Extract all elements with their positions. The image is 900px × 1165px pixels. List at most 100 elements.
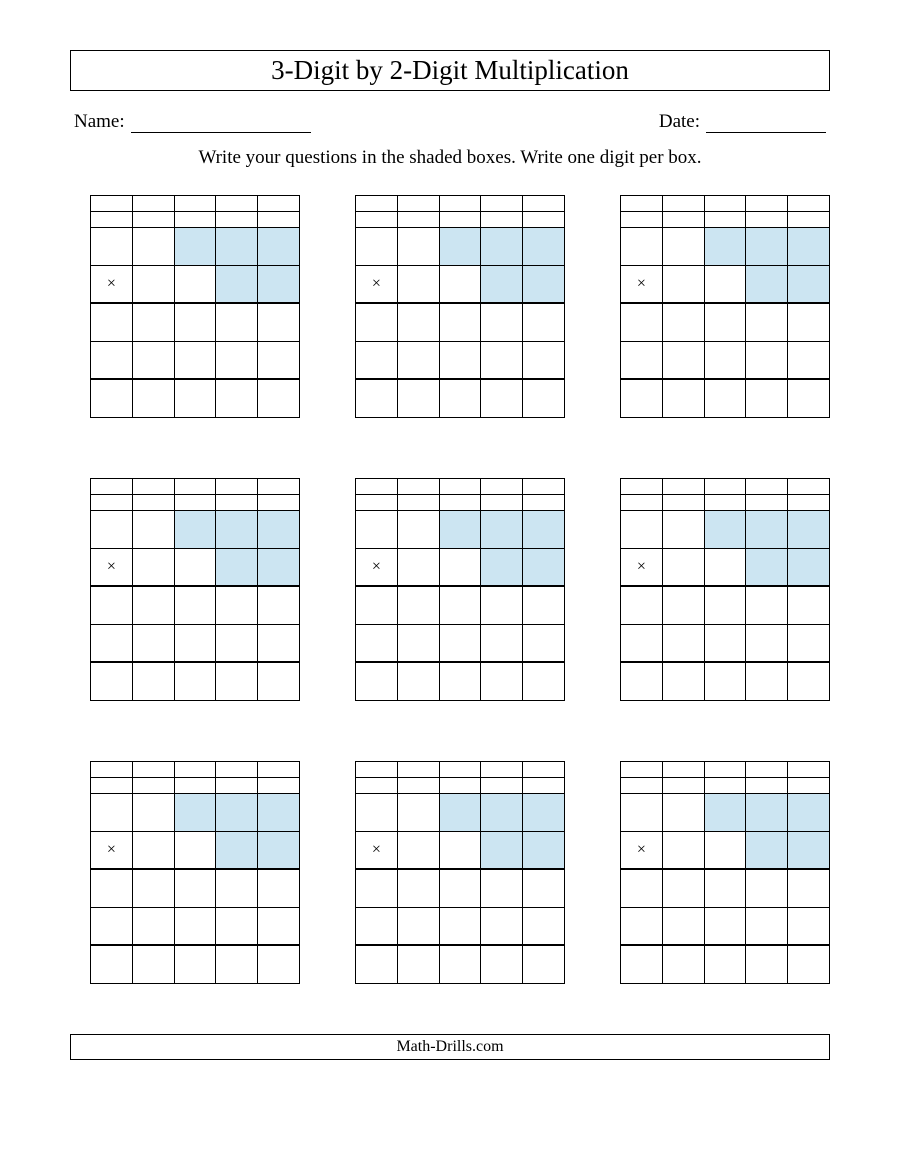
multiplication-grid: × bbox=[620, 478, 830, 701]
name-label: Name: bbox=[74, 111, 125, 133]
shaded-cell[interactable] bbox=[440, 228, 482, 266]
shaded-cell[interactable] bbox=[746, 228, 788, 266]
shaded-cell[interactable] bbox=[746, 266, 788, 304]
grid-cell bbox=[481, 304, 523, 342]
grid-cell bbox=[133, 794, 175, 832]
shaded-cell[interactable] bbox=[705, 228, 747, 266]
grid-cell bbox=[133, 342, 175, 380]
shaded-cell[interactable] bbox=[523, 832, 565, 870]
shaded-cell[interactable] bbox=[705, 794, 747, 832]
shaded-cell[interactable] bbox=[258, 266, 300, 304]
grid-cell bbox=[663, 196, 705, 212]
grid-cell bbox=[91, 778, 133, 794]
grid-cell bbox=[746, 212, 788, 228]
shaded-cell[interactable] bbox=[523, 794, 565, 832]
grid-cell bbox=[356, 762, 398, 778]
shaded-cell[interactable] bbox=[746, 549, 788, 587]
shaded-cell[interactable] bbox=[481, 228, 523, 266]
shaded-cell[interactable] bbox=[788, 832, 830, 870]
shaded-cell[interactable] bbox=[481, 266, 523, 304]
shaded-cell[interactable] bbox=[216, 511, 258, 549]
grid-cell bbox=[133, 549, 175, 587]
shaded-cell[interactable] bbox=[788, 228, 830, 266]
shaded-cell[interactable] bbox=[258, 832, 300, 870]
grid-cell bbox=[356, 495, 398, 511]
grid-cell bbox=[746, 762, 788, 778]
shaded-cell[interactable] bbox=[788, 794, 830, 832]
shaded-cell[interactable] bbox=[216, 228, 258, 266]
shaded-cell[interactable] bbox=[175, 228, 217, 266]
shaded-cell[interactable] bbox=[481, 549, 523, 587]
shaded-cell[interactable] bbox=[746, 511, 788, 549]
shaded-cell[interactable] bbox=[788, 511, 830, 549]
grid-cell bbox=[398, 794, 440, 832]
shaded-cell[interactable] bbox=[216, 794, 258, 832]
shaded-cell[interactable] bbox=[258, 228, 300, 266]
grid-cell bbox=[175, 625, 217, 663]
shaded-cell[interactable] bbox=[523, 511, 565, 549]
multiplication-grid: × bbox=[90, 761, 300, 984]
grid-cell bbox=[175, 832, 217, 870]
grid-cell bbox=[621, 794, 663, 832]
shaded-cell[interactable] bbox=[523, 228, 565, 266]
shaded-cell[interactable] bbox=[746, 794, 788, 832]
grid-cell bbox=[398, 212, 440, 228]
grid-cell bbox=[440, 908, 482, 946]
grid-cell bbox=[175, 380, 217, 418]
grid-cell bbox=[746, 587, 788, 625]
shaded-cell[interactable] bbox=[746, 832, 788, 870]
grid-cell bbox=[663, 266, 705, 304]
shaded-cell[interactable] bbox=[705, 511, 747, 549]
grid-cell bbox=[705, 870, 747, 908]
grid-cell bbox=[258, 908, 300, 946]
grid-cell bbox=[663, 342, 705, 380]
grid-cell bbox=[481, 946, 523, 984]
shaded-cell[interactable] bbox=[523, 266, 565, 304]
shaded-cell[interactable] bbox=[258, 549, 300, 587]
name-date-row: Name: Date: bbox=[70, 111, 830, 133]
shaded-cell[interactable] bbox=[258, 794, 300, 832]
shaded-cell[interactable] bbox=[481, 794, 523, 832]
shaded-cell[interactable] bbox=[258, 511, 300, 549]
footer-text: Math-Drills.com bbox=[396, 1038, 503, 1055]
grid-cell bbox=[175, 587, 217, 625]
grid-cell bbox=[705, 266, 747, 304]
grid-cell bbox=[523, 625, 565, 663]
operator-cell: × bbox=[91, 832, 133, 870]
grid-cell bbox=[523, 946, 565, 984]
shaded-cell[interactable] bbox=[523, 549, 565, 587]
date-input-line[interactable] bbox=[706, 113, 826, 133]
shaded-cell[interactable] bbox=[481, 832, 523, 870]
shaded-cell[interactable] bbox=[788, 266, 830, 304]
grid-cell bbox=[621, 870, 663, 908]
shaded-cell[interactable] bbox=[440, 511, 482, 549]
grid-cell bbox=[440, 380, 482, 418]
shaded-cell[interactable] bbox=[216, 832, 258, 870]
grid-cell bbox=[133, 266, 175, 304]
grid-cell bbox=[133, 495, 175, 511]
instructions-text: Write your questions in the shaded boxes… bbox=[70, 147, 830, 169]
grid-cell bbox=[398, 304, 440, 342]
grid-cell bbox=[746, 495, 788, 511]
shaded-cell[interactable] bbox=[175, 511, 217, 549]
shaded-cell[interactable] bbox=[216, 266, 258, 304]
grid-cell bbox=[216, 946, 258, 984]
grid-cell bbox=[663, 778, 705, 794]
shaded-cell[interactable] bbox=[788, 549, 830, 587]
grid-cell bbox=[621, 495, 663, 511]
shaded-cell[interactable] bbox=[175, 794, 217, 832]
shaded-cell[interactable] bbox=[440, 794, 482, 832]
grid-cell bbox=[356, 380, 398, 418]
multiplication-grid: × bbox=[620, 195, 830, 418]
grid-cell bbox=[398, 549, 440, 587]
shaded-cell[interactable] bbox=[216, 549, 258, 587]
grid-cell bbox=[356, 778, 398, 794]
name-input-line[interactable] bbox=[131, 113, 311, 133]
grid-cell bbox=[216, 196, 258, 212]
shaded-cell[interactable] bbox=[481, 511, 523, 549]
grid-cell bbox=[440, 663, 482, 701]
multiplication-grid: × bbox=[620, 761, 830, 984]
grid-cell bbox=[523, 762, 565, 778]
grid-cell bbox=[258, 304, 300, 342]
grid-cell bbox=[216, 663, 258, 701]
